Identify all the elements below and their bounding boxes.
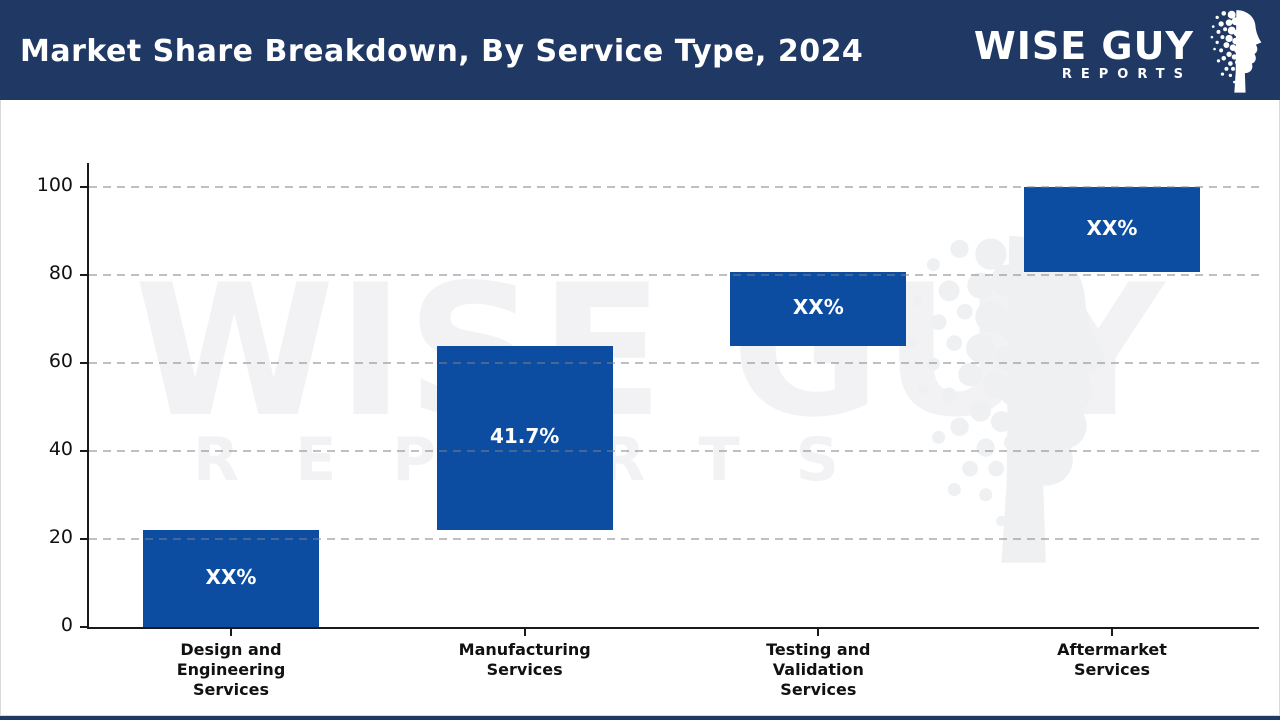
bar-value-label: 41.7% (489, 424, 560, 449)
y-axis-label: 60 (48, 349, 73, 372)
gridline-100 (89, 185, 1259, 188)
brand-subtitle: REPORTS (1061, 67, 1192, 82)
brand-name: WISE GUY (973, 24, 1194, 68)
x-axis-tick (523, 629, 526, 636)
category-label: Manufacturing Services (458, 640, 591, 679)
brand-logo: WISE GUY REPORTS (974, 6, 1272, 96)
gridline-20 (89, 537, 1259, 540)
page-title: Market Share Breakdown, By Service Type,… (20, 34, 864, 69)
header-bar: Market Share Breakdown, By Service Type,… (0, 0, 1280, 100)
bar-value-label: XX% (792, 295, 844, 320)
bar-value-label: XX% (1086, 215, 1138, 240)
bar-segment (730, 272, 907, 347)
bar-segment (436, 346, 613, 531)
gridline-40 (89, 449, 1259, 452)
y-axis-line (87, 163, 89, 629)
y-axis-tick (80, 626, 88, 628)
y-axis-tick (80, 537, 88, 540)
x-axis-tick (1111, 629, 1113, 636)
bar-segment (143, 530, 319, 627)
y-axis-label: 80 (48, 261, 73, 284)
x-axis-tick (817, 629, 820, 636)
gridline-80 (89, 273, 1259, 276)
y-axis-label: 0 (60, 614, 73, 636)
y-axis-tick (80, 185, 88, 188)
gridline-60 (89, 361, 1259, 364)
y-axis-label: 100 (36, 173, 73, 196)
footer-bar (0, 716, 1280, 720)
waterfall-chart: 0 20 40 60 80 100 XX% Design and Engineering Se… (1, 100, 1279, 715)
bar-value-label: XX% (205, 564, 257, 589)
y-axis-label: 20 (48, 525, 73, 548)
brand-head-icon (1210, 10, 1262, 93)
y-axis-tick (80, 273, 88, 276)
y-axis-tick (80, 449, 88, 452)
bar-segment (1024, 186, 1200, 273)
y-axis-tick (80, 361, 88, 364)
x-axis-line (87, 627, 1259, 629)
y-axis-label: 40 (48, 437, 73, 460)
category-label: Testing and Validation Services (766, 640, 871, 699)
category-label: Design and Engineering Services (176, 640, 286, 699)
category-label: Aftermarket Services (1057, 640, 1167, 679)
x-axis-tick (230, 629, 232, 636)
brand-logo-text: WISE GUY REPORTS (974, 26, 1194, 84)
footer-divider (0, 715, 1280, 716)
